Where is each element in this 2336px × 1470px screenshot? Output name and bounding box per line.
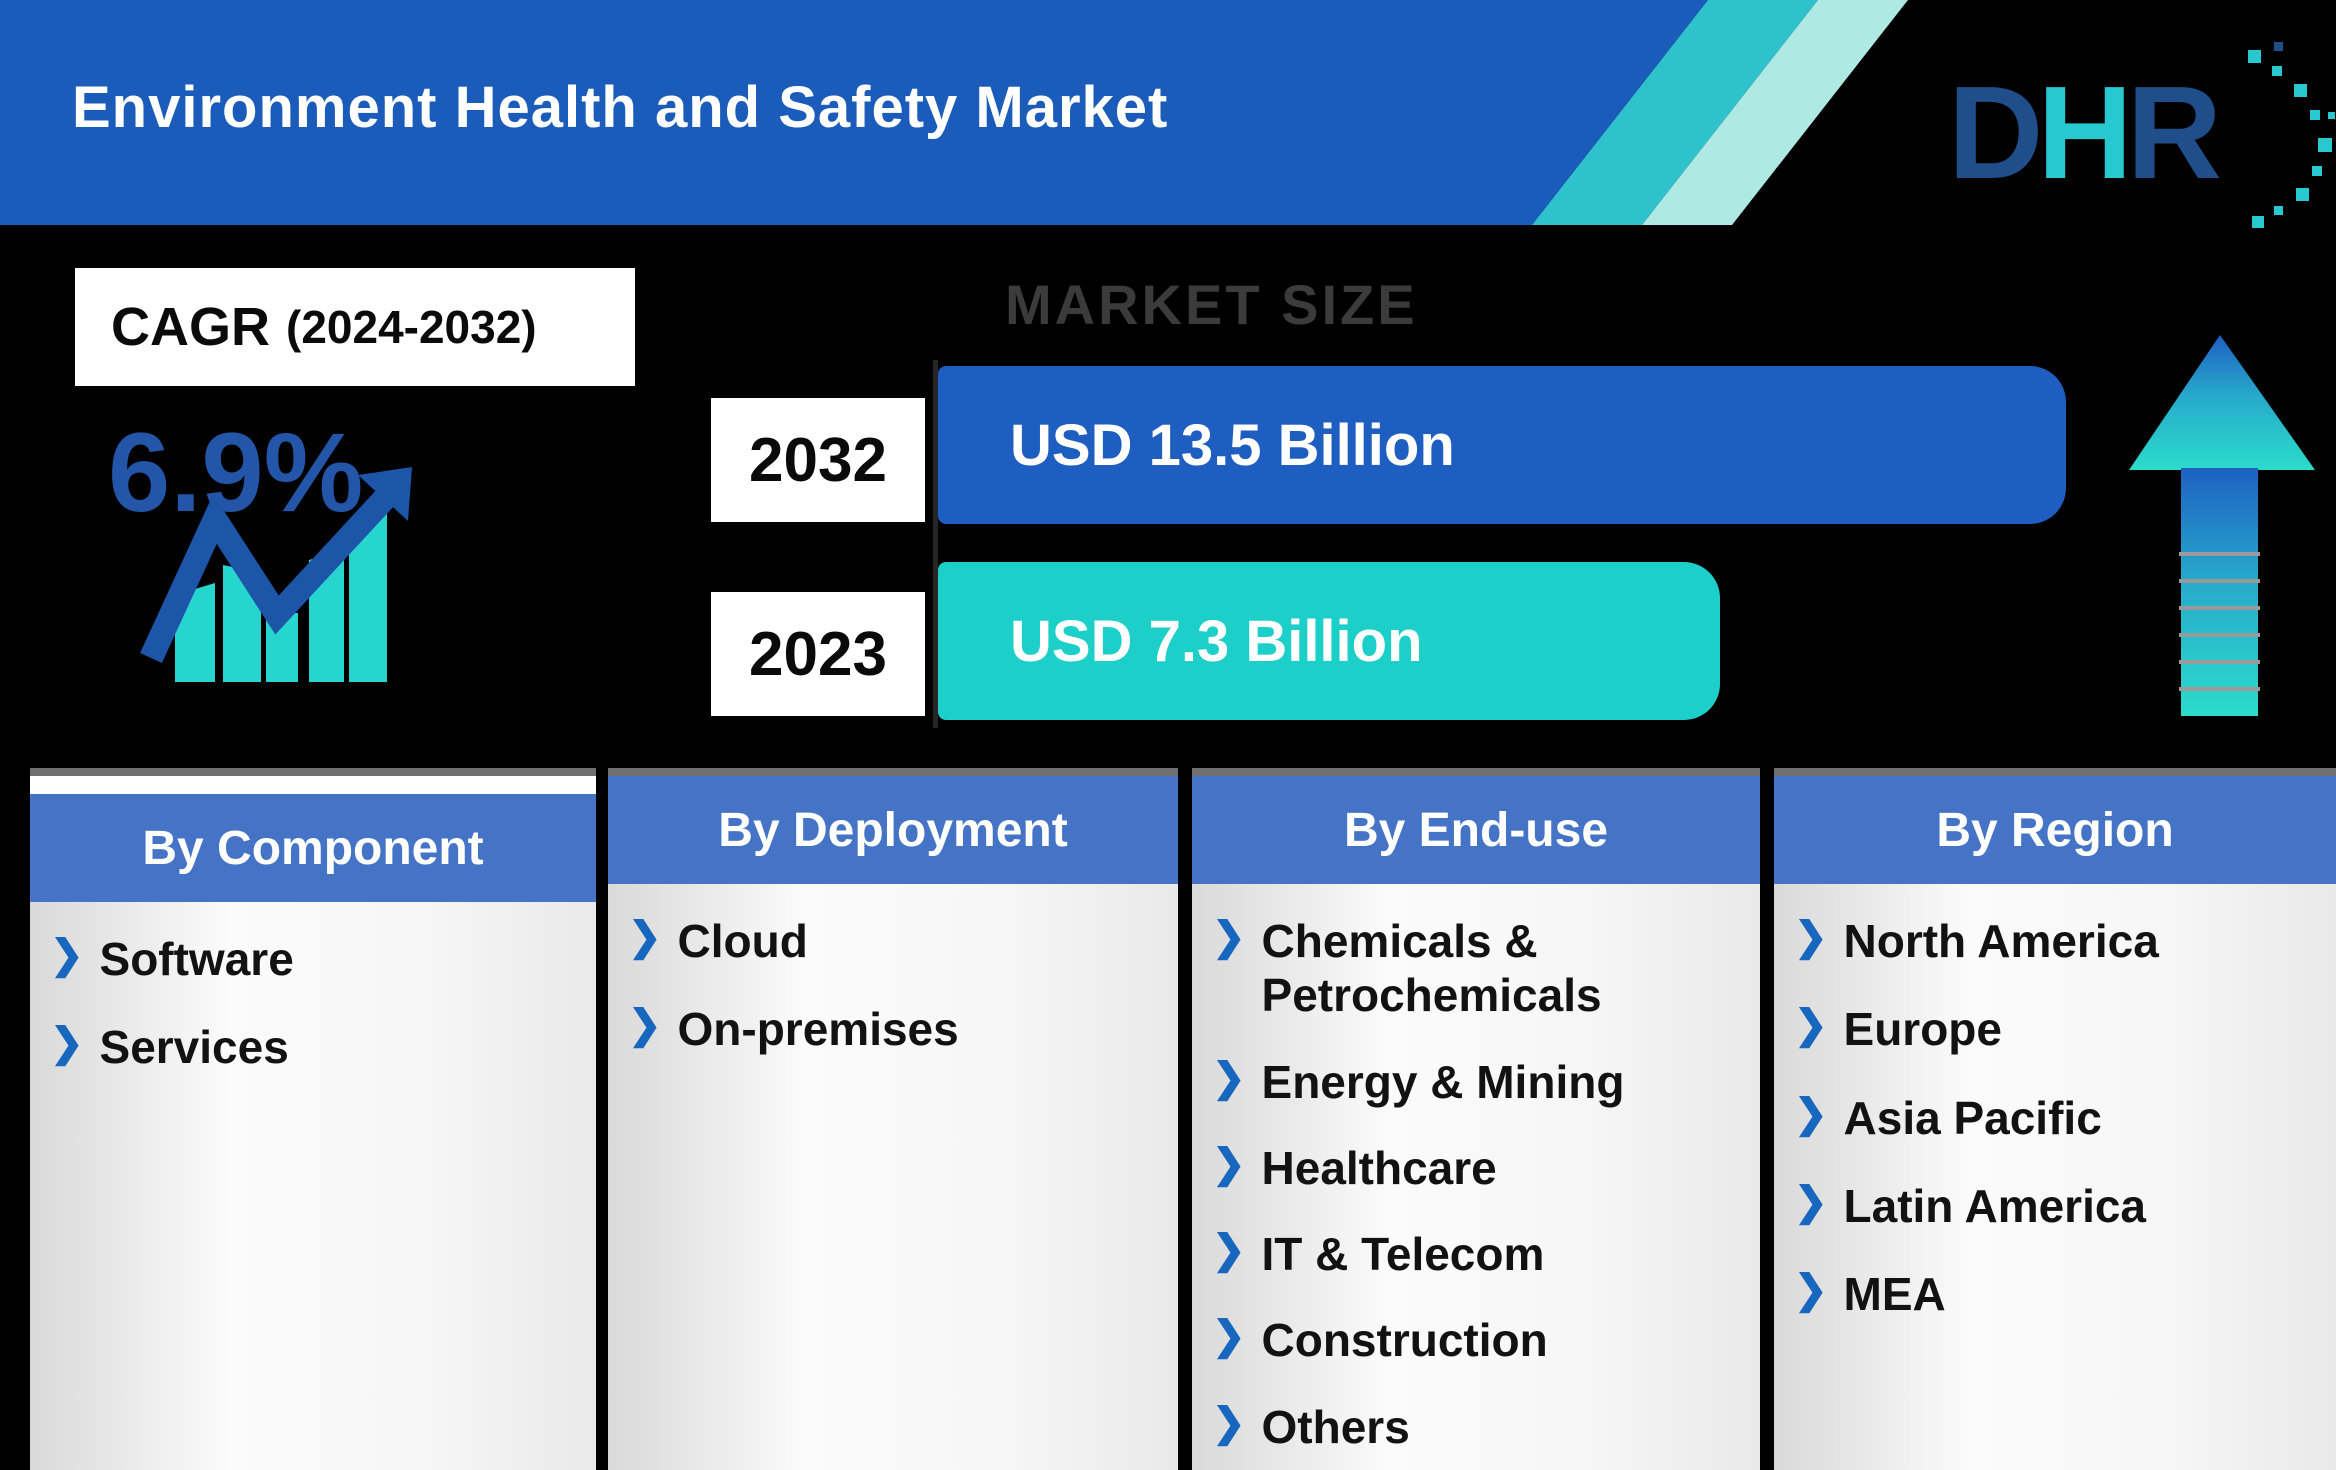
chevron-right-icon: ❯ xyxy=(1212,1141,1246,1186)
panel-by-deployment: By Deployment ❯ Cloud ❯ On-premises xyxy=(608,768,1178,1470)
market-size-value-2023: USD 7.3 Billion xyxy=(1010,608,1423,674)
list-item: ❯ Asia Pacific xyxy=(1794,1091,2320,1145)
segment-item-label: On-premises xyxy=(677,1003,959,1056)
list-item: ❯ Latin America xyxy=(1794,1179,2320,1233)
chevron-right-icon: ❯ xyxy=(628,915,662,959)
growth-arrow-icon xyxy=(2129,335,2315,716)
panel-body: ❯ North America ❯ Europe ❯ Asia Pacific … xyxy=(1774,884,2336,1321)
segment-item-label: Asia Pacific xyxy=(1843,1091,2102,1144)
panel-top-strip xyxy=(30,776,596,794)
list-item: ❯ Construction xyxy=(1212,1313,1744,1367)
segment-item-label: Cloud xyxy=(677,915,808,967)
market-size-bar-2032: USD 13.5 Billion xyxy=(938,366,2066,524)
list-item: ❯ MEA xyxy=(1794,1267,2320,1321)
panel-by-end-use: By End-use ❯ Chemicals & Petrochemicals … xyxy=(1192,768,1760,1470)
growth-chart-icon xyxy=(140,467,412,682)
list-item: ❯ Software xyxy=(50,932,580,986)
header: Environment Health and Safety Market DHR xyxy=(0,0,2336,228)
chevron-right-icon: ❯ xyxy=(1794,915,1828,959)
logo-letter-d: D xyxy=(1948,59,2043,206)
list-item: ❯ Others xyxy=(1212,1400,1744,1454)
segment-item-label: Latin America xyxy=(1843,1179,2147,1232)
chevron-right-icon: ❯ xyxy=(50,1021,84,1066)
panel-header-by-end-use: By End-use xyxy=(1192,776,1760,884)
cagr-label: CAGR xyxy=(111,297,270,357)
segment-item-label: Healthcare xyxy=(1261,1141,1497,1194)
market-size-bar-2023: USD 7.3 Billion xyxy=(938,562,1720,720)
market-size-value-2032: USD 13.5 Billion xyxy=(1010,412,1455,478)
panel-body: ❯ Cloud ❯ On-premises xyxy=(608,884,1178,1057)
header-diagonal-stripes xyxy=(0,0,1908,225)
segment-item-label: MEA xyxy=(1843,1268,1946,1321)
panel-by-component: By Component ❯ Software ❯ Services xyxy=(30,768,596,1470)
chevron-right-icon: ❯ xyxy=(1212,1228,1246,1273)
logo-circuit-dots-icon xyxy=(2248,42,2335,228)
dhr-logo: DHR xyxy=(1948,42,2336,228)
chevron-right-icon: ❯ xyxy=(1794,1003,1828,1048)
list-item: ❯ Energy & Mining xyxy=(1212,1055,1744,1109)
cagr-period: (2024-2032) xyxy=(286,301,537,353)
panel-by-region: By Region ❯ North America ❯ Europe ❯ Asi… xyxy=(1774,768,2336,1470)
list-item: ❯ Europe xyxy=(1794,1002,2320,1056)
panel-header-by-region: By Region xyxy=(1774,776,2336,884)
chevron-right-icon: ❯ xyxy=(1794,1268,1828,1313)
chevron-right-icon: ❯ xyxy=(1794,1091,1828,1136)
segment-item-label: Energy & Mining xyxy=(1261,1055,1625,1108)
segment-item-label: Services xyxy=(99,1021,289,1074)
segment-item-label: North America xyxy=(1843,915,2159,967)
logo-letter-r: R xyxy=(2126,59,2222,206)
year-label-2023: 2023 xyxy=(711,592,925,716)
chevron-right-icon: ❯ xyxy=(50,933,84,977)
segment-item-label: Others xyxy=(1261,1400,1410,1453)
list-item: ❯ On-premises xyxy=(628,1002,1162,1056)
list-item: ❯ Cloud xyxy=(628,914,1162,968)
segment-item-label: Chemicals & Petrochemicals xyxy=(1261,915,1602,1022)
segment-item-label: Software xyxy=(99,933,294,985)
chevron-right-icon: ❯ xyxy=(1212,1314,1246,1359)
page-title: Environment Health and Safety Market xyxy=(72,75,1169,140)
panel-header-by-deployment: By Deployment xyxy=(608,776,1178,884)
chevron-right-icon: ❯ xyxy=(628,1003,662,1048)
panel-body: ❯ Chemicals & Petrochemicals ❯ Energy & … xyxy=(1192,884,1760,1454)
logo-letter-h: H xyxy=(2037,59,2132,206)
chevron-right-icon: ❯ xyxy=(1794,1179,1828,1224)
segment-item-label: IT & Telecom xyxy=(1261,1228,1545,1281)
list-item: ❯ Healthcare xyxy=(1212,1141,1744,1195)
list-item: ❯ Chemicals & Petrochemicals xyxy=(1212,914,1744,1023)
chevron-right-icon: ❯ xyxy=(1212,1055,1246,1100)
cagr-box: CAGR (2024-2032) xyxy=(75,268,635,386)
year-label-2032: 2032 xyxy=(711,398,925,522)
panel-body: ❯ Software ❯ Services xyxy=(30,902,596,1075)
market-size-title: MARKET SIZE xyxy=(1005,273,1418,336)
axis-line xyxy=(933,360,938,728)
list-item: ❯ Services xyxy=(50,1020,580,1074)
segment-item-label: Europe xyxy=(1843,1003,2002,1056)
panel-header-by-component: By Component xyxy=(30,794,596,902)
cagr-value: 6.9% xyxy=(108,410,364,535)
chevron-right-icon: ❯ xyxy=(1212,1400,1246,1445)
list-item: ❯ IT & Telecom xyxy=(1212,1227,1744,1281)
chevron-right-icon: ❯ xyxy=(1212,915,1246,959)
list-item: ❯ North America xyxy=(1794,914,2320,968)
segment-item-label: Construction xyxy=(1261,1314,1548,1367)
